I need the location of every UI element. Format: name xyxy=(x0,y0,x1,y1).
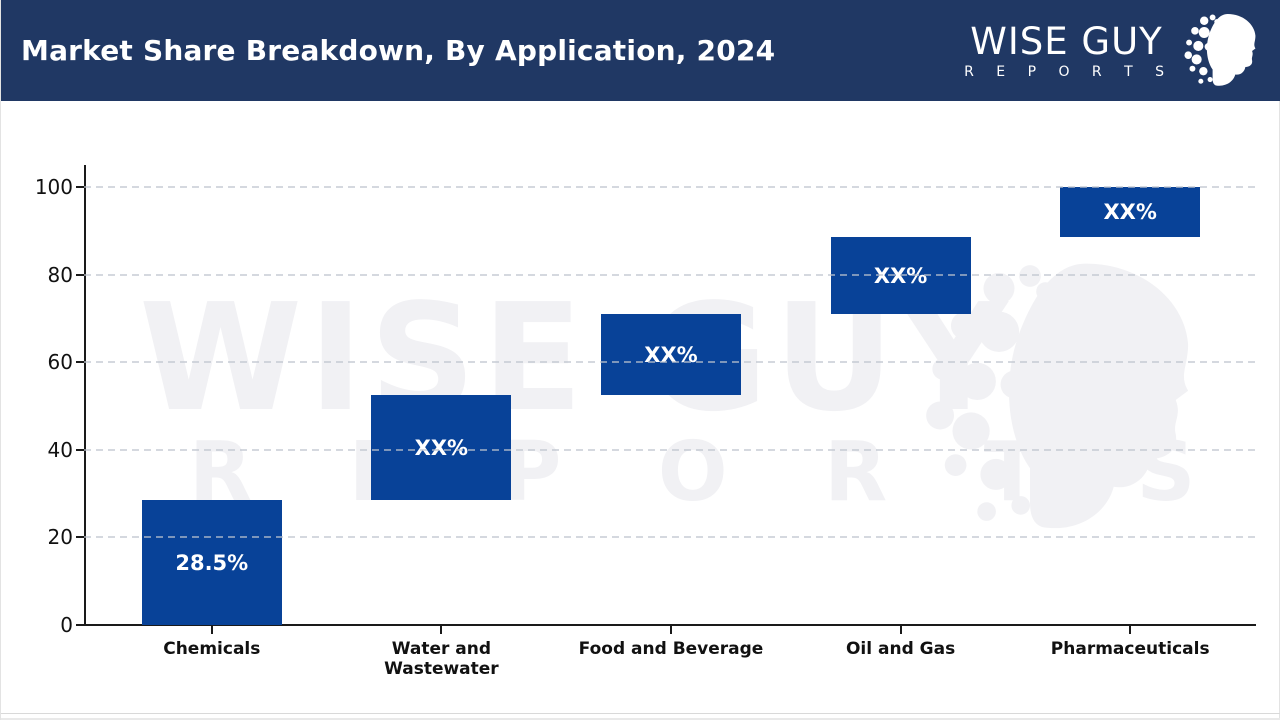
x-axis-tick xyxy=(440,626,443,634)
y-tick-label: 80 xyxy=(47,262,73,287)
header-bar: Market Share Breakdown, By Application, … xyxy=(1,0,1280,101)
y-axis-tick xyxy=(76,273,84,276)
bar-pharmaceuticals: XX% xyxy=(1060,187,1201,238)
gridline xyxy=(84,273,1256,276)
y-axis-tick xyxy=(76,624,84,626)
x-axis-tick xyxy=(210,626,213,634)
x-tick-label: Pharmaceuticals xyxy=(1050,639,1210,659)
bar-value-label: XX% xyxy=(873,263,928,288)
bar-value-label: 28.5% xyxy=(175,550,249,575)
bar-oil-and-gas: XX% xyxy=(830,237,971,314)
bar-value-label: XX% xyxy=(414,435,469,460)
logo-text: WISE GUY R E P O R T S xyxy=(960,23,1173,79)
footer-edge xyxy=(1,718,1280,720)
waterfall-chart: 0 20 40 60 80 100 28.5% Chemicals XX% Water and W… xyxy=(1,101,1280,679)
y-tick-label: 20 xyxy=(47,525,73,550)
bar-value-label: XX% xyxy=(1103,200,1157,225)
bar-chemicals: 28.5% xyxy=(141,500,282,625)
x-axis-tick xyxy=(1129,626,1132,634)
x-tick-label: Chemicals xyxy=(163,639,261,659)
y-axis-tick xyxy=(76,186,84,188)
x-tick-label: Water and Wastewater xyxy=(384,639,499,680)
y-tick-label: 40 xyxy=(47,437,73,462)
footer-divider xyxy=(1,713,1280,714)
y-axis-line xyxy=(84,165,86,626)
logo-subtext: R E P O R T S xyxy=(964,63,1173,80)
x-axis-tick xyxy=(899,626,902,634)
x-axis-line xyxy=(84,624,1256,626)
y-tick-label: 60 xyxy=(47,350,73,375)
logo-head-icon xyxy=(1184,13,1256,86)
wise-guy-reports-logo: WISE GUY R E P O R T S xyxy=(960,9,1263,93)
bar-water-and-wastewater: XX% xyxy=(371,395,512,501)
x-tick-label: Food and Beverage xyxy=(578,639,764,659)
bar-food-and-beverage: XX% xyxy=(601,314,741,396)
y-axis-tick xyxy=(76,361,84,364)
gridline xyxy=(84,448,1256,451)
x-axis-tick xyxy=(670,626,672,634)
y-axis-tick xyxy=(76,448,84,451)
y-axis-tick xyxy=(76,536,84,539)
y-tick-label: 100 xyxy=(34,175,73,199)
x-tick-label: Oil and Gas xyxy=(845,639,956,659)
bar-value-label: XX% xyxy=(644,342,698,367)
page-title: Market Share Breakdown, By Application, … xyxy=(21,34,776,67)
logo-wordmark: WISE GUY xyxy=(970,19,1163,63)
y-tick-label: 0 xyxy=(60,613,73,637)
